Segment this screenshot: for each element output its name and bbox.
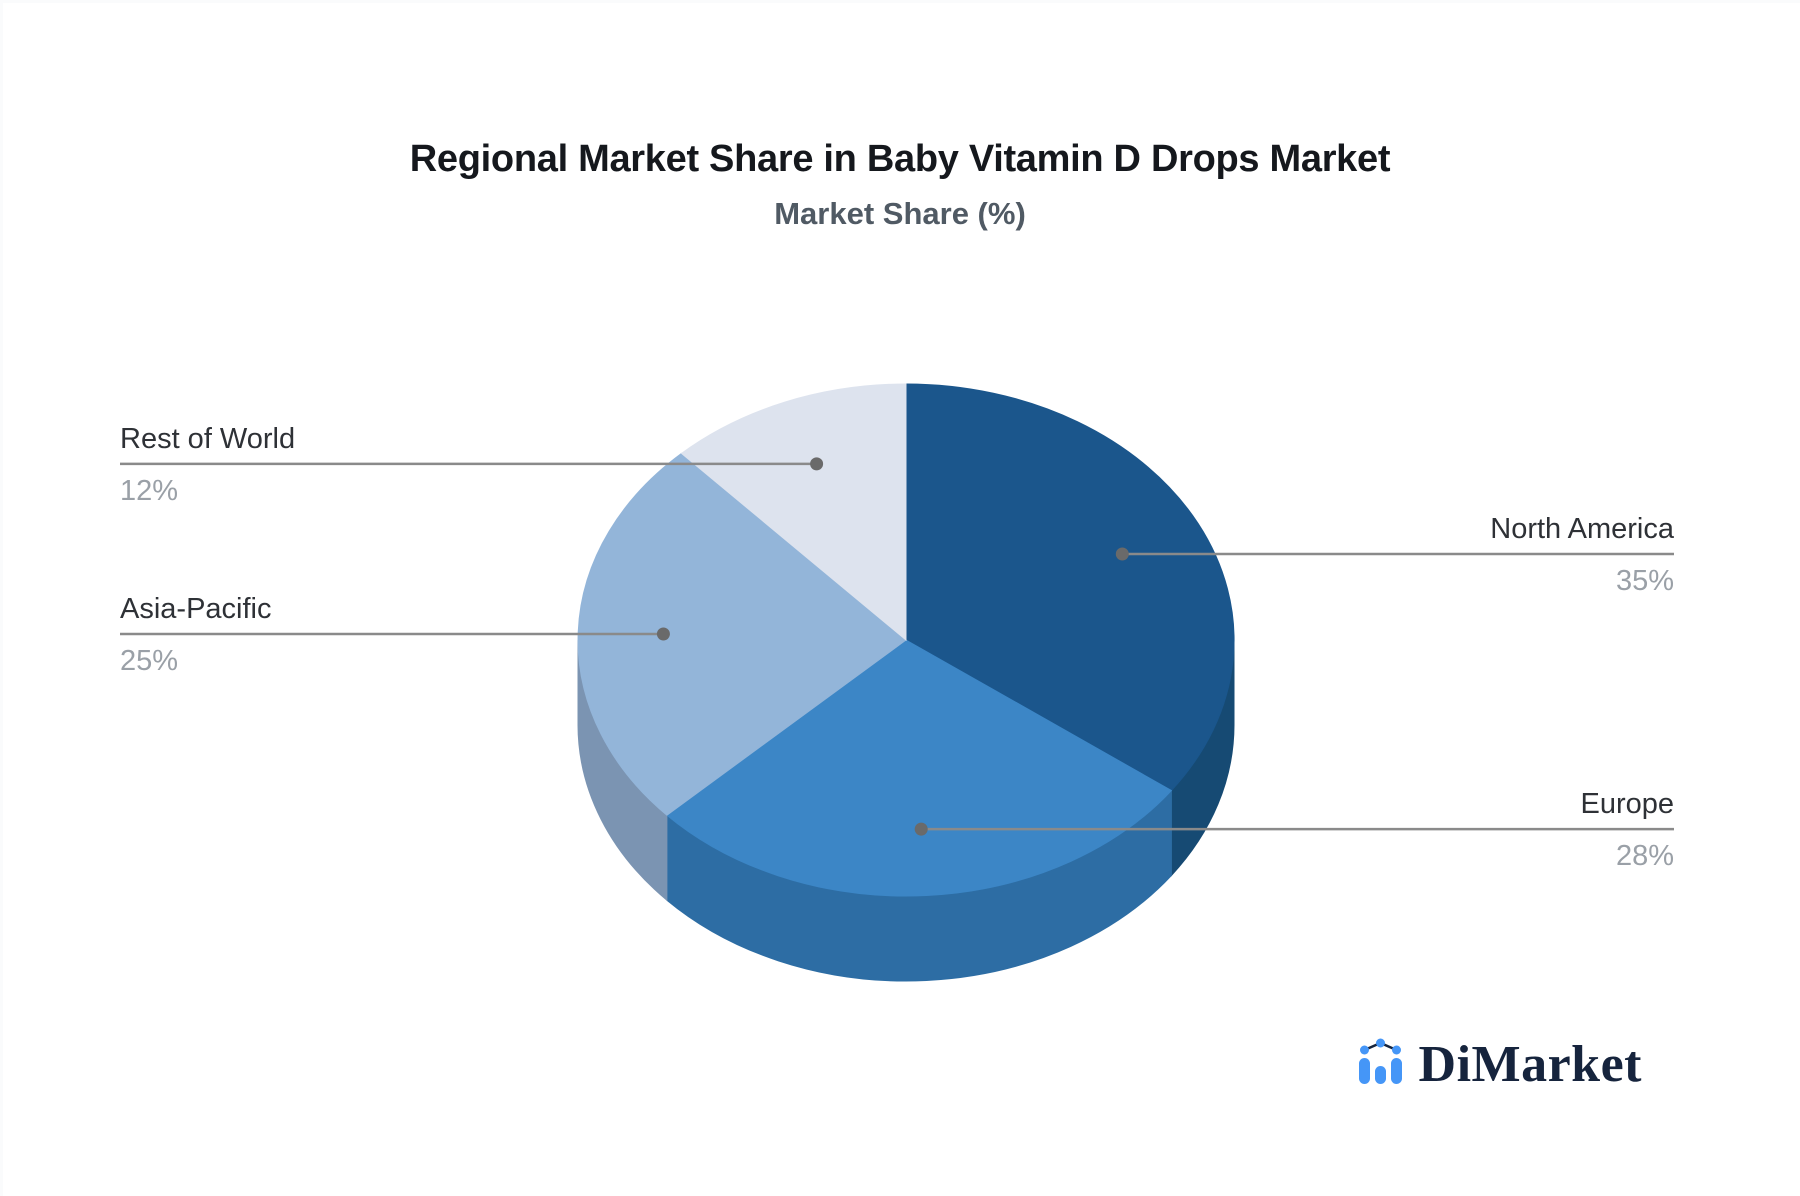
callout-value-asia-pacific: 25% — [120, 645, 179, 678]
logo-bar — [1358, 1058, 1370, 1084]
callout-value-rest-of-world: 12% — [120, 474, 179, 507]
pie-slice-rest-of-world — [680, 383, 907, 642]
logo-bar — [1374, 1066, 1386, 1084]
logo-dot — [1391, 1045, 1401, 1055]
callout-label-asia-pacific: Asia-Pacific — [120, 593, 272, 626]
logo-bar — [1390, 1058, 1402, 1084]
chart-title: Regional Market Share in Baby Vitamin D … — [409, 138, 1391, 180]
pie-slice-north-america — [905, 383, 1235, 792]
callout-dot-rest-of-world — [810, 457, 824, 471]
callout-label-europe: Europe — [1580, 788, 1674, 821]
pie-slice-europe — [666, 639, 1173, 897]
logo-dot — [1375, 1038, 1385, 1048]
callout-dot-asia-pacific — [656, 627, 670, 641]
logo-chart-icon — [1358, 1038, 1402, 1084]
callout-value-europe: 28% — [1615, 840, 1674, 873]
pie-slice-asia-pacific — [577, 452, 907, 816]
dimarket-logo[interactable]: DiMarket — [1357, 1035, 1642, 1093]
callout-value-north-america: 35% — [1615, 564, 1674, 597]
callout-dot-north-america — [1115, 547, 1129, 561]
callout-label-rest-of-world: Rest of World — [120, 422, 296, 455]
callout-label-north-america: North America — [1490, 513, 1674, 545]
chart-subtitle: Market Share (%) — [774, 196, 1026, 231]
callout-dot-europe — [914, 822, 928, 836]
logo-dot — [1359, 1045, 1369, 1055]
logo-text: DiMarket — [1418, 1035, 1642, 1093]
